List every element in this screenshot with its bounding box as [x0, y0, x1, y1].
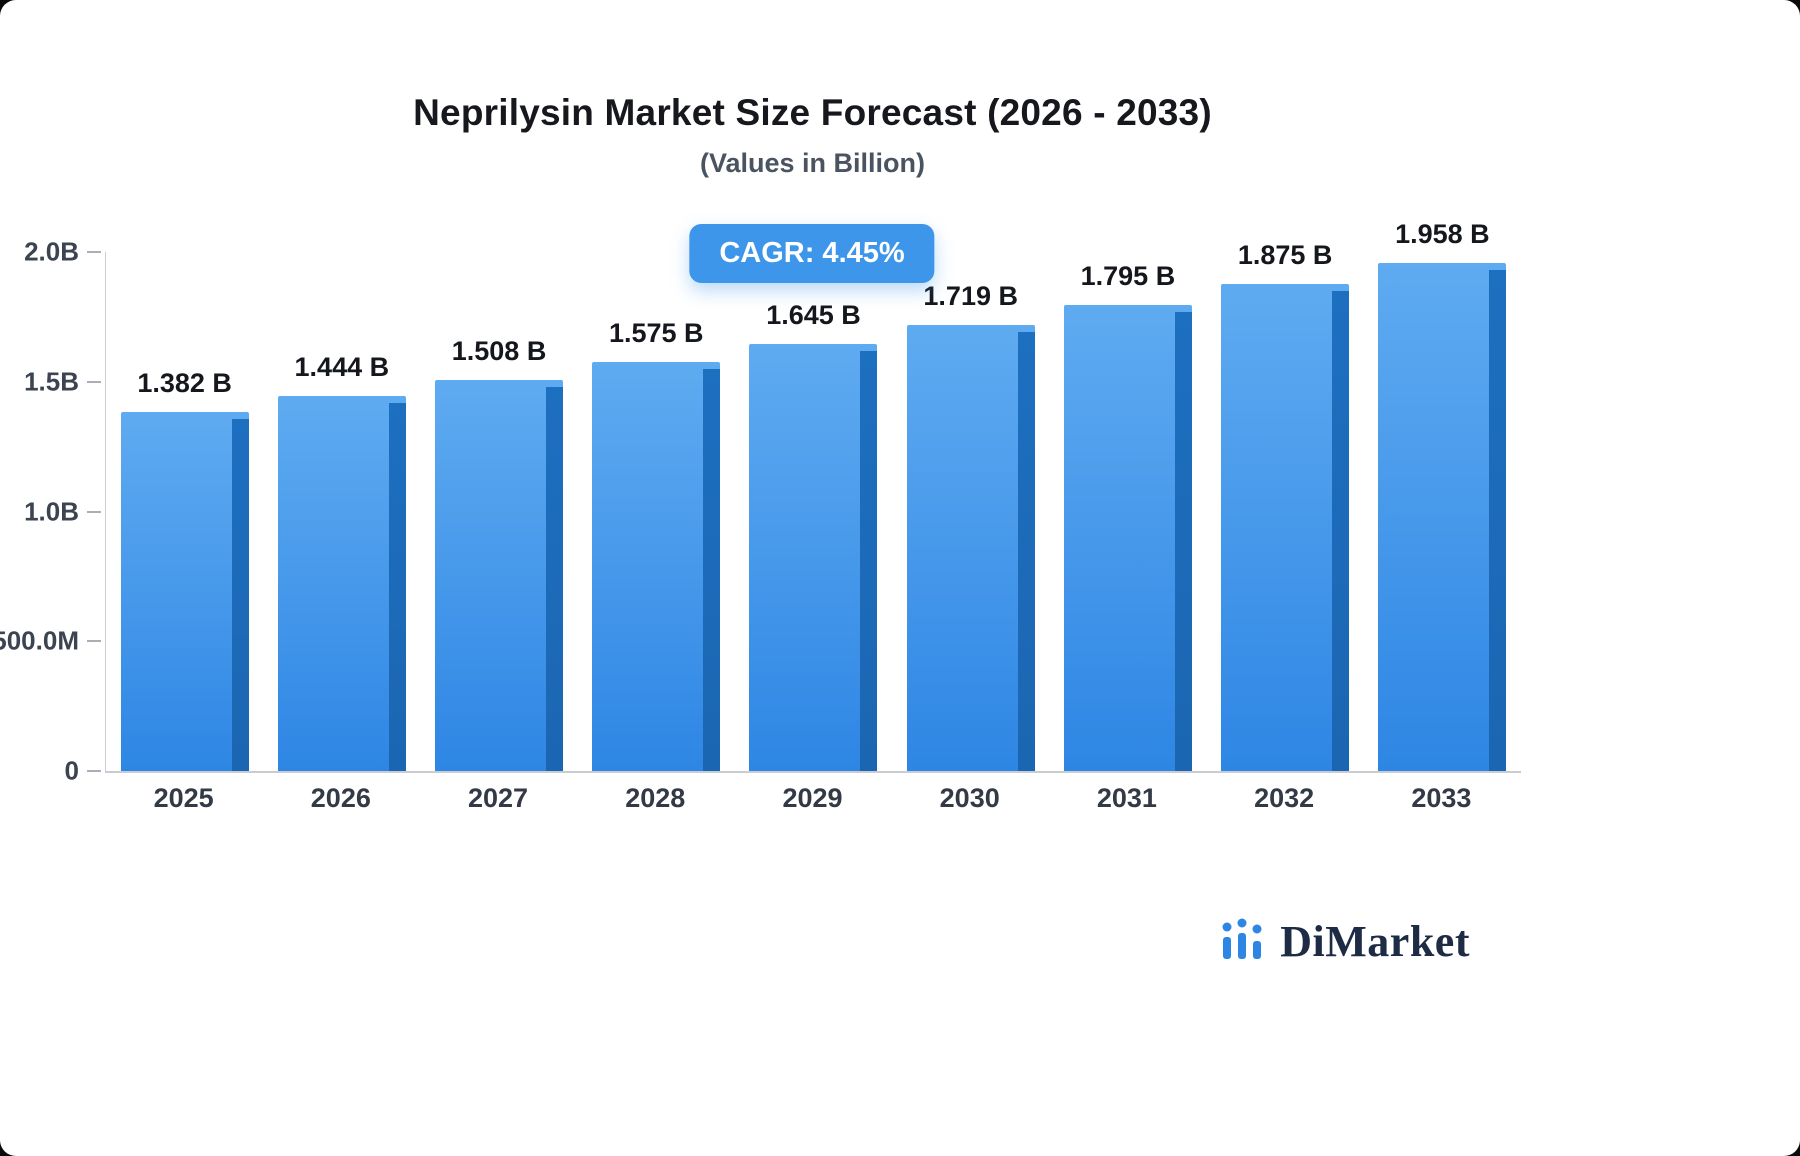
x-axis-label-2029: 2029	[782, 783, 843, 813]
dimarket-logo[interactable]: DiMarket	[1218, 915, 1470, 968]
bar-value-label: 1.645 B	[766, 300, 861, 331]
bar-value-label: 1.382 B	[137, 368, 232, 399]
logo-wordmark: DiMarket	[1280, 917, 1470, 966]
x-axis-label-2033: 2033	[1411, 783, 1472, 813]
bar-side-shade	[1174, 312, 1192, 771]
x-axis-label-2031: 2031	[1096, 783, 1157, 813]
bar-slot: 1.508 B	[420, 252, 577, 771]
chart-title: Neprilysin Market Size Forecast (2026 - …	[413, 92, 1212, 133]
bar-value-label: 1.795 B	[1080, 261, 1176, 292]
x-axis-label-2030: 2030	[939, 783, 1000, 813]
y-tick-label: 500.0M	[0, 625, 79, 656]
y-tick-label: 0	[64, 755, 79, 786]
x-axis-label-2025: 2025	[153, 783, 214, 813]
bar-value-label: 1.508 B	[451, 335, 547, 366]
bar-value-label: 1.958 B	[1395, 218, 1490, 249]
bar-2025[interactable]: 1.382 B	[120, 368, 249, 771]
x-axis-label-2027: 2027	[468, 783, 529, 813]
dimarket-icon	[1218, 915, 1266, 968]
x-axis: 2025 2026 2027 2028 2029 2030 2031 2032 2033	[105, 783, 1520, 814]
bar-side-shade	[546, 386, 564, 771]
y-tick-mark	[87, 640, 101, 643]
bar-2033[interactable]: 1.958 B	[1378, 219, 1507, 771]
chart-header: Neprilysin Market Size Forecast (2026 - …	[0, 0, 1625, 179]
plot-area: 1.382 B 1.444 B 1.508 B 1.575 B 1.645 B 1.719…	[105, 219, 1521, 773]
bar-slot: 1.645 B	[735, 252, 892, 771]
bar-slot: 1.382 B	[106, 252, 263, 771]
y-tick-mark	[87, 380, 101, 383]
x-axis-label-2026: 2026	[310, 783, 371, 813]
bar-value-label: 1.575 B	[608, 318, 704, 349]
x-axis-label-2028: 2028	[625, 783, 686, 813]
bar-2031[interactable]: 1.795 B	[1063, 261, 1192, 771]
bar-side-shade	[1332, 291, 1350, 771]
bar-value-label: 1.875 B	[1237, 240, 1333, 271]
bar-side-shade	[1489, 269, 1507, 771]
y-axis: 2.0B 1.5B 1.0B 500.0M 0	[0, 237, 105, 786]
bar-side-shade	[703, 369, 721, 771]
bar-slot: 1.795 B	[1049, 252, 1206, 771]
bar-slot: 1.575 B	[578, 252, 735, 771]
bar-2030[interactable]: 1.719 B	[906, 281, 1035, 771]
bar-slot: 1.444 B	[263, 252, 420, 771]
y-tick-mark	[87, 251, 101, 253]
bar-slot: 1.958 B	[1364, 219, 1521, 771]
bar-side-shade	[388, 403, 406, 771]
bar-2029[interactable]: 1.645 B	[749, 300, 878, 771]
y-tick-mark	[87, 510, 101, 513]
y-tick-mark	[87, 770, 101, 772]
bar-slot: 1.875 B	[1207, 240, 1364, 771]
bar-value-label: 1.444 B	[294, 352, 390, 383]
chart-subtitle: (Values in Billion)	[699, 148, 926, 178]
bar-side-shade	[860, 351, 878, 771]
bar-slot: 1.719 B	[892, 252, 1049, 771]
bar-2027[interactable]: 1.508 B	[435, 336, 564, 771]
x-axis-label-2032: 2032	[1254, 783, 1315, 813]
bar-value-label: 1.719 B	[923, 280, 1018, 311]
bar-2028[interactable]: 1.575 B	[592, 318, 721, 771]
bar-2032[interactable]: 1.875 B	[1221, 240, 1350, 771]
bar-side-shade	[1017, 331, 1035, 771]
y-tick-label: 2.0B	[24, 236, 79, 267]
y-tick-label: 1.5B	[24, 366, 79, 397]
cagr-badge: CAGR: 4.45%	[689, 224, 935, 283]
bar-2026[interactable]: 1.444 B	[277, 352, 406, 771]
bar-side-shade	[231, 419, 249, 771]
y-tick-label: 1.0B	[24, 496, 79, 526]
